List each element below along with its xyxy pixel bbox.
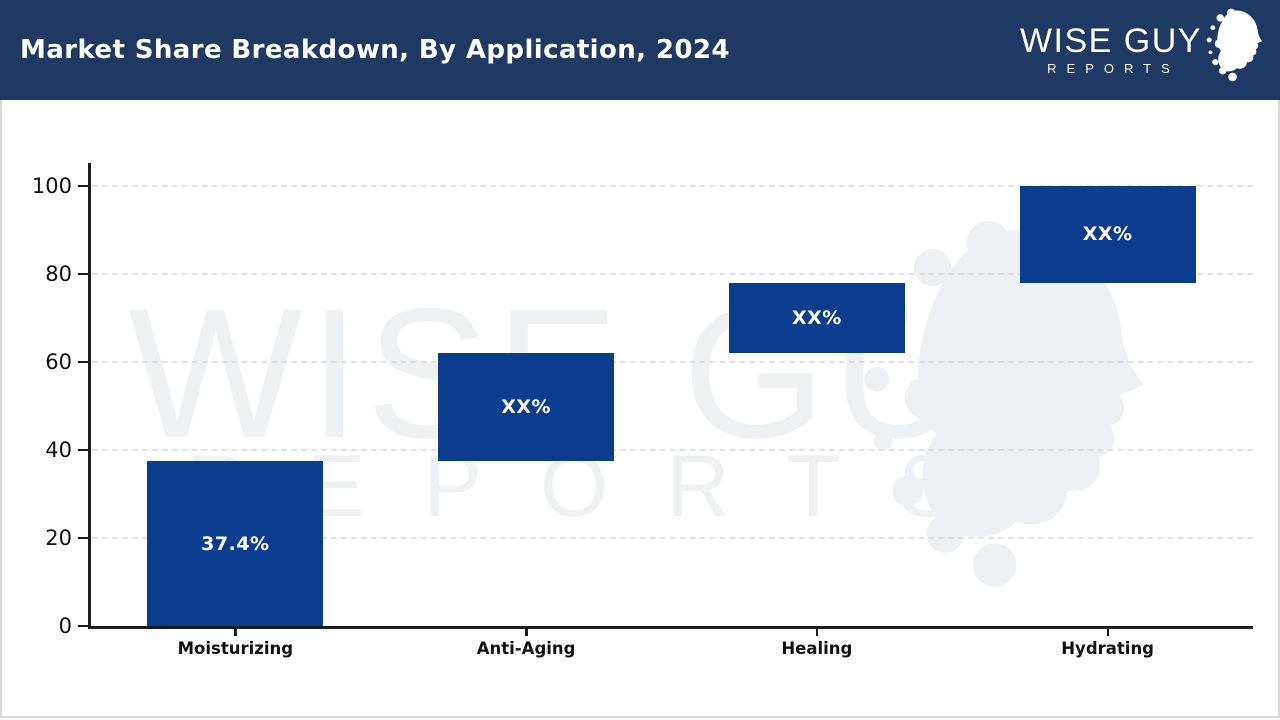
category-label: Healing xyxy=(781,639,853,658)
gridline xyxy=(92,537,1253,539)
category-label: Anti-Aging xyxy=(476,639,576,658)
brand-logo: WISE GUY REPORTS xyxy=(1020,8,1266,92)
gridline xyxy=(92,361,1253,363)
y-tick-mark xyxy=(78,449,88,451)
face-dots-icon xyxy=(1204,8,1266,92)
bar-moisturizing: 37.4% xyxy=(147,461,324,626)
y-axis-line xyxy=(88,163,91,628)
bar-healing: XX% xyxy=(728,282,905,354)
watermark-face-dots-icon xyxy=(852,218,1162,625)
y-tick-label: 80 xyxy=(45,262,72,286)
x-tick-mark xyxy=(1106,628,1110,636)
logo-subtext: REPORTS xyxy=(1047,61,1180,77)
bar-hydrating: XX% xyxy=(1019,186,1196,283)
y-tick-mark xyxy=(78,273,88,275)
logo-wordmark-block: WISE GUY REPORTS xyxy=(1019,21,1202,77)
y-tick-mark xyxy=(78,185,88,187)
y-tick-mark xyxy=(78,625,88,627)
category-label: Moisturizing xyxy=(177,639,294,658)
y-tick-label: 40 xyxy=(45,438,72,462)
x-tick-mark xyxy=(234,628,237,636)
y-tick-mark xyxy=(78,537,88,539)
gridline xyxy=(92,449,1253,451)
y-tick-label: 60 xyxy=(45,350,72,374)
logo-wordmark: WISE GUY xyxy=(1019,21,1202,60)
bar-value-label: XX% xyxy=(501,396,552,419)
x-tick-mark xyxy=(815,628,819,636)
bar-value-label: XX% xyxy=(791,306,842,329)
header-bar: Market Share Breakdown, By Application, … xyxy=(0,0,1280,100)
y-tick-label: 0 xyxy=(58,614,72,638)
bar-value-label: XX% xyxy=(1082,223,1133,246)
gridline xyxy=(92,273,1253,275)
page-title: Market Share Breakdown, By Application, … xyxy=(20,35,730,65)
gridline xyxy=(92,185,1253,187)
y-tick-label: 20 xyxy=(45,526,72,550)
y-tick-label: 100 xyxy=(31,174,72,198)
category-label: Hydrating xyxy=(1061,639,1154,658)
bar-anti-aging: XX% xyxy=(438,353,615,462)
y-tick-mark xyxy=(78,361,88,363)
x-axis-line xyxy=(88,626,1253,629)
bar-value-label: 37.4% xyxy=(201,532,270,555)
x-tick-mark xyxy=(525,628,528,636)
